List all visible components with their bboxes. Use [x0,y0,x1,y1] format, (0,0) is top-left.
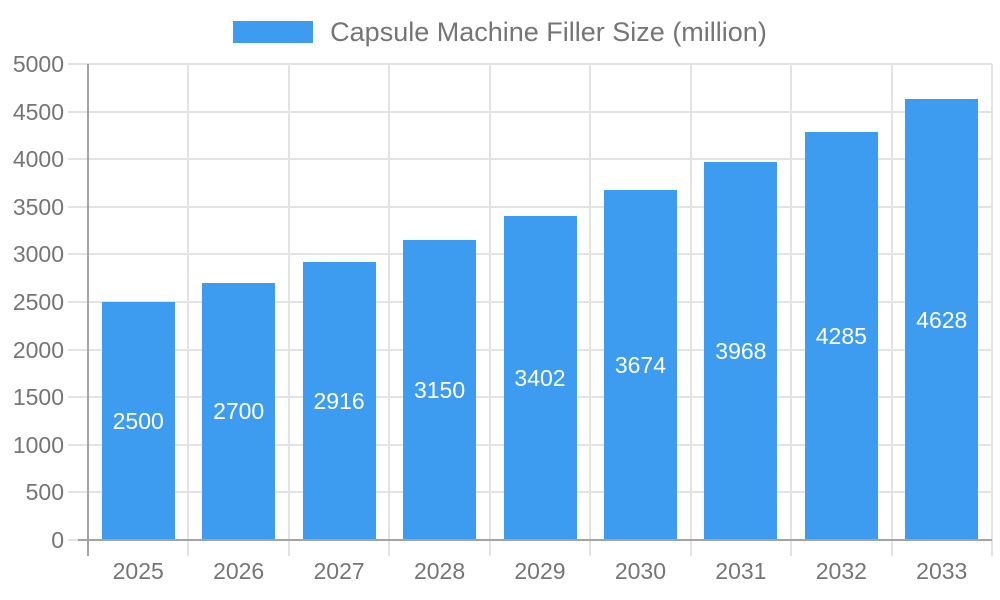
x-axis-tick-label: 2029 [514,558,566,584]
x-gridline [790,64,793,556]
y-axis-tick-label: 4000 [12,146,64,173]
x-gridline [689,64,692,556]
legend-label: Capsule Machine Filler Size (million) [330,16,767,47]
y-axis-tick-label: 2000 [12,336,64,363]
y-axis-tick-label: 3500 [12,193,64,220]
legend-swatch-icon [233,21,314,43]
bar-2027 [302,262,376,540]
x-gridline [890,64,893,556]
y-axis-tick-label: 1500 [12,384,64,411]
x-axis-tick-label: 2030 [614,558,667,584]
y-gridline [68,110,992,113]
x-axis-tick-label: 2028 [413,558,466,584]
bar-value-label: 3674 [614,352,667,379]
y-gridline [68,63,992,65]
bar-2032 [804,132,878,540]
y-gridline [68,158,992,161]
bar-value-label: 4285 [815,323,867,350]
x-axis-tick-label: 2026 [213,558,265,584]
y-gridline [68,205,992,208]
bar-value-label: 3968 [715,338,767,365]
y-axis-tick-label: 2500 [12,289,64,315]
x-gridline [187,64,190,556]
bar-2033 [905,99,979,540]
legend-item[interactable]: Capsule Machine Filler Size (million) [0,14,1000,50]
bar-value-label: 2916 [313,388,365,415]
bar-value-label: 2500 [112,408,164,434]
bar-value-label: 3150 [413,377,466,404]
bar-2029 [503,216,577,540]
x-gridline [991,64,993,556]
bar-2025 [101,302,175,540]
x-gridline [287,64,290,556]
bar-2028 [403,240,477,540]
bar-2030 [603,190,677,540]
bar-value-label: 3402 [514,365,566,392]
y-axis-tick-label: 4500 [12,98,64,125]
x-gridline [488,64,491,556]
y-axis-tick-label: 1000 [12,431,64,458]
x-axis-line [78,539,992,541]
y-axis-tick-label: 3000 [12,241,64,268]
x-axis-tick-label: 2033 [916,558,968,584]
x-gridline [589,64,592,556]
y-axis-tick-label: 5000 [12,51,64,77]
x-gridline [388,64,391,556]
y-axis-tick-label: 0 [51,527,64,553]
x-axis-tick-label: 2027 [313,558,365,584]
x-axis-tick-label: 2032 [815,558,867,584]
x-axis-tick-label: 2031 [715,558,767,584]
bar-2026 [202,282,276,540]
bar-2031 [704,162,778,540]
bar-value-label: 2700 [213,398,265,425]
x-axis-tick-label: 2025 [112,558,164,584]
y-axis-tick-label: 500 [25,479,64,506]
bar-value-label: 4628 [916,306,968,333]
y-axis-line [87,64,89,556]
